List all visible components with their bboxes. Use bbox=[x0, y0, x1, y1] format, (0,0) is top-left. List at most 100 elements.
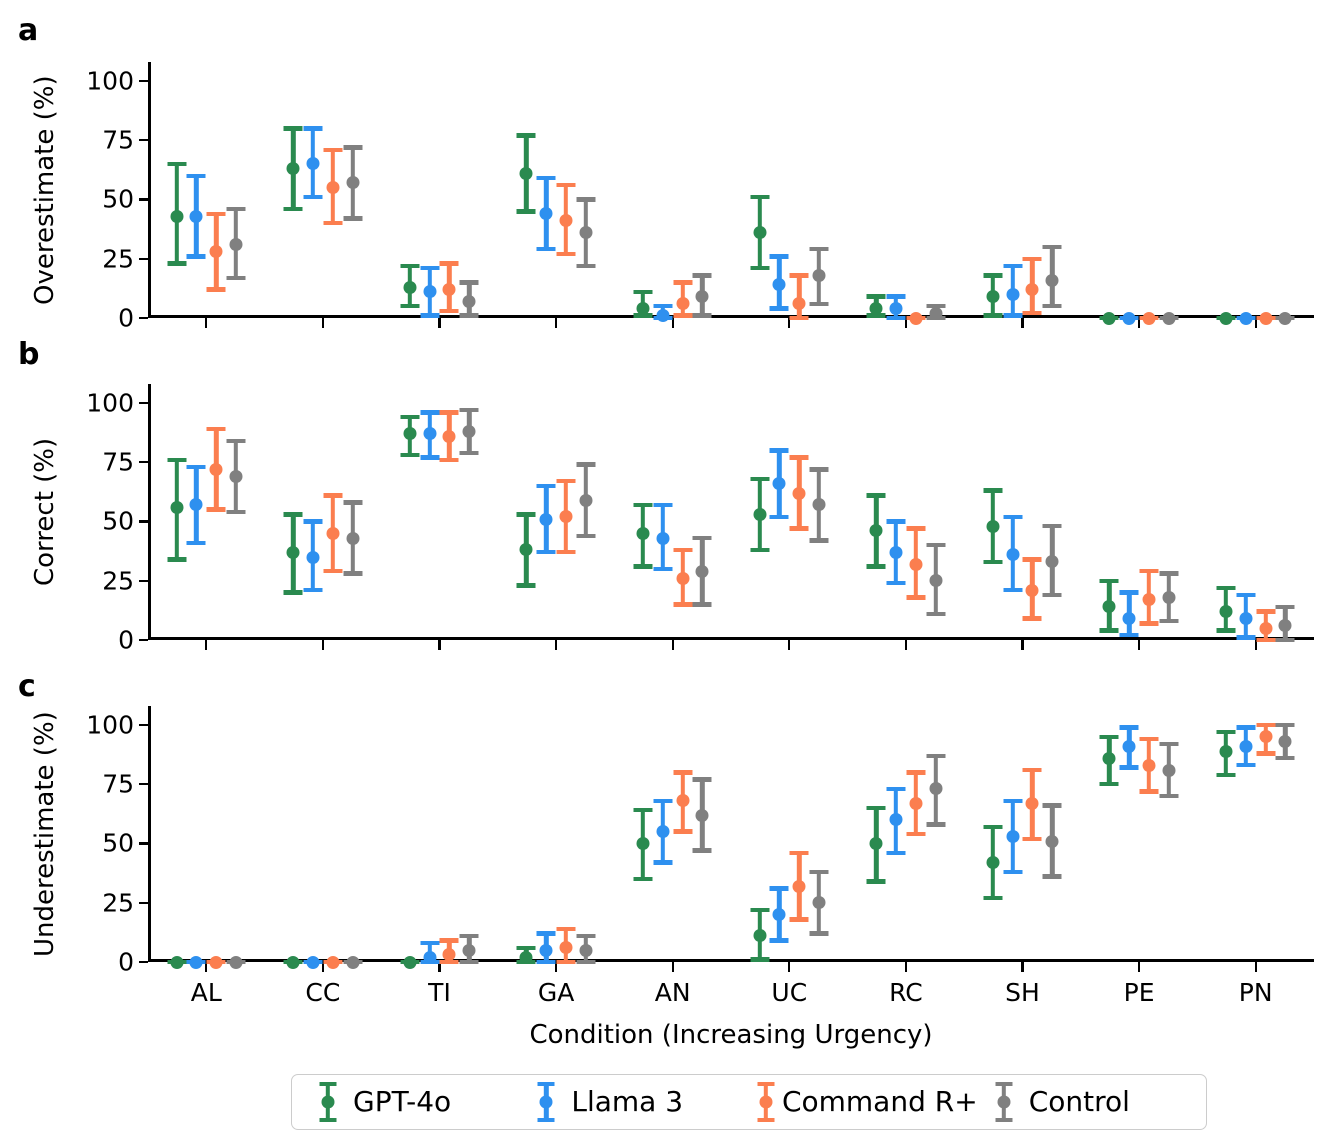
x-tick-mark bbox=[1021, 640, 1024, 650]
error-bar-cap-upper bbox=[556, 183, 576, 188]
error-bar bbox=[418, 384, 442, 640]
error-bar bbox=[1020, 62, 1044, 318]
panel-b-plot: 0 25 50 75 100 Correct (%) bbox=[30, 384, 1314, 653]
error-bar-cap-upper bbox=[866, 805, 886, 811]
x-tick-label: PN bbox=[1238, 978, 1273, 1007]
data-point-marker bbox=[1219, 744, 1233, 758]
error-bar-cap-upper bbox=[439, 938, 459, 943]
data-point-marker bbox=[423, 950, 437, 964]
error-bar-cap-upper bbox=[673, 280, 693, 285]
error-bar bbox=[457, 62, 481, 318]
data-point-marker bbox=[1006, 287, 1020, 301]
error-bar-cap-upper bbox=[692, 777, 712, 782]
error-bar bbox=[554, 706, 578, 965]
error-bar bbox=[1117, 706, 1141, 962]
error-bar bbox=[924, 62, 948, 321]
error-bar bbox=[534, 706, 558, 965]
legend-item[interactable]: Command R+ bbox=[749, 1080, 978, 1124]
x-tick-label: SH bbox=[1005, 978, 1040, 1007]
error-bar-cap-upper bbox=[536, 931, 556, 936]
legend-marker-icon bbox=[992, 1080, 1016, 1124]
error-bar bbox=[574, 706, 598, 965]
data-point-marker bbox=[559, 510, 573, 524]
error-bar-cap-lower bbox=[1003, 313, 1023, 318]
data-point-marker bbox=[656, 309, 670, 323]
data-point-marker bbox=[1142, 593, 1156, 607]
error-bar-cap-lower bbox=[439, 308, 459, 314]
error-bar-cap-upper bbox=[1003, 263, 1023, 269]
error-bar-cap-upper bbox=[1119, 590, 1139, 595]
y-tick-label: 100 bbox=[86, 388, 134, 418]
error-bar bbox=[574, 384, 598, 640]
error-bar-cap-upper bbox=[459, 280, 479, 285]
data-point-marker bbox=[170, 500, 184, 514]
x-tick-mark bbox=[788, 640, 791, 650]
error-bar bbox=[748, 62, 772, 318]
y-tick-mark bbox=[139, 960, 148, 964]
error-bar-cap-lower bbox=[283, 590, 303, 595]
error-bar-cap-lower bbox=[283, 206, 303, 212]
error-bar bbox=[651, 706, 675, 962]
data-point-marker bbox=[772, 278, 786, 292]
x-tick-label: CC bbox=[305, 978, 341, 1007]
data-point-marker bbox=[1045, 273, 1059, 287]
error-bar-cap-lower bbox=[769, 514, 789, 519]
data-point-marker bbox=[753, 507, 767, 521]
data-point-marker bbox=[909, 796, 923, 810]
data-point-marker bbox=[306, 157, 320, 171]
error-bar-cap-lower bbox=[556, 251, 576, 257]
x-axis-line bbox=[148, 637, 1314, 640]
error-bar bbox=[1020, 706, 1044, 962]
y-tick-label: 50 bbox=[102, 828, 134, 858]
error-bar-cap-lower bbox=[420, 313, 440, 318]
legend-item[interactable]: GPT-4o bbox=[292, 1080, 520, 1124]
error-bar-cap-upper bbox=[750, 476, 770, 481]
legend-item[interactable]: Llama 3 bbox=[520, 1080, 748, 1124]
error-bar bbox=[807, 62, 831, 318]
error-bar-cap-lower bbox=[886, 850, 906, 856]
data-point-marker bbox=[1259, 730, 1273, 744]
error-bar bbox=[631, 384, 655, 640]
panel-b-label: b bbox=[18, 337, 40, 372]
error-bar bbox=[554, 384, 578, 640]
error-bar-cap-lower bbox=[1042, 303, 1062, 309]
data-point-marker bbox=[986, 290, 1000, 304]
error-bar bbox=[1001, 62, 1025, 318]
error-bar-cap-upper bbox=[769, 254, 789, 259]
error-bar bbox=[651, 384, 675, 640]
x-tick-label: AN bbox=[654, 978, 691, 1007]
x-tick-label: RC bbox=[889, 978, 923, 1007]
y-tick-label: 75 bbox=[102, 125, 134, 155]
error-bar-cap-lower bbox=[1236, 763, 1256, 768]
error-bar-cap-upper bbox=[576, 197, 596, 202]
error-bar-cap-lower bbox=[1003, 588, 1023, 593]
error-bar-cap-lower bbox=[206, 507, 226, 512]
data-point-marker bbox=[676, 571, 690, 585]
error-bar-cap-upper bbox=[186, 173, 206, 178]
data-point-marker bbox=[792, 879, 806, 893]
error-bar-cap-lower bbox=[750, 266, 770, 271]
x-axis-line bbox=[148, 959, 1314, 962]
data-point-marker bbox=[209, 462, 223, 476]
error-bar bbox=[204, 62, 228, 318]
error-bar-cap-lower bbox=[226, 509, 246, 515]
data-point-marker bbox=[539, 943, 553, 957]
error-bar-cap-upper bbox=[283, 126, 303, 131]
y-tick-mark bbox=[139, 79, 148, 83]
error-bar-cap-upper bbox=[983, 824, 1003, 830]
data-point-marker bbox=[539, 207, 553, 221]
x-tick-mark bbox=[904, 962, 908, 972]
data-point-marker bbox=[189, 955, 203, 969]
error-bar bbox=[165, 62, 189, 318]
error-bar-cap-lower bbox=[576, 263, 596, 269]
legend-label: Command R+ bbox=[781, 1085, 978, 1118]
data-point-marker bbox=[753, 929, 767, 943]
error-bar-cap-upper bbox=[1236, 592, 1256, 598]
data-point-marker bbox=[1162, 311, 1176, 325]
legend-item[interactable]: Control bbox=[978, 1080, 1206, 1124]
error-bar-cap-upper bbox=[866, 493, 886, 498]
error-bar-cap-lower bbox=[673, 313, 693, 318]
data-point-marker bbox=[229, 955, 243, 969]
error-bar-cap-lower bbox=[1139, 621, 1159, 626]
